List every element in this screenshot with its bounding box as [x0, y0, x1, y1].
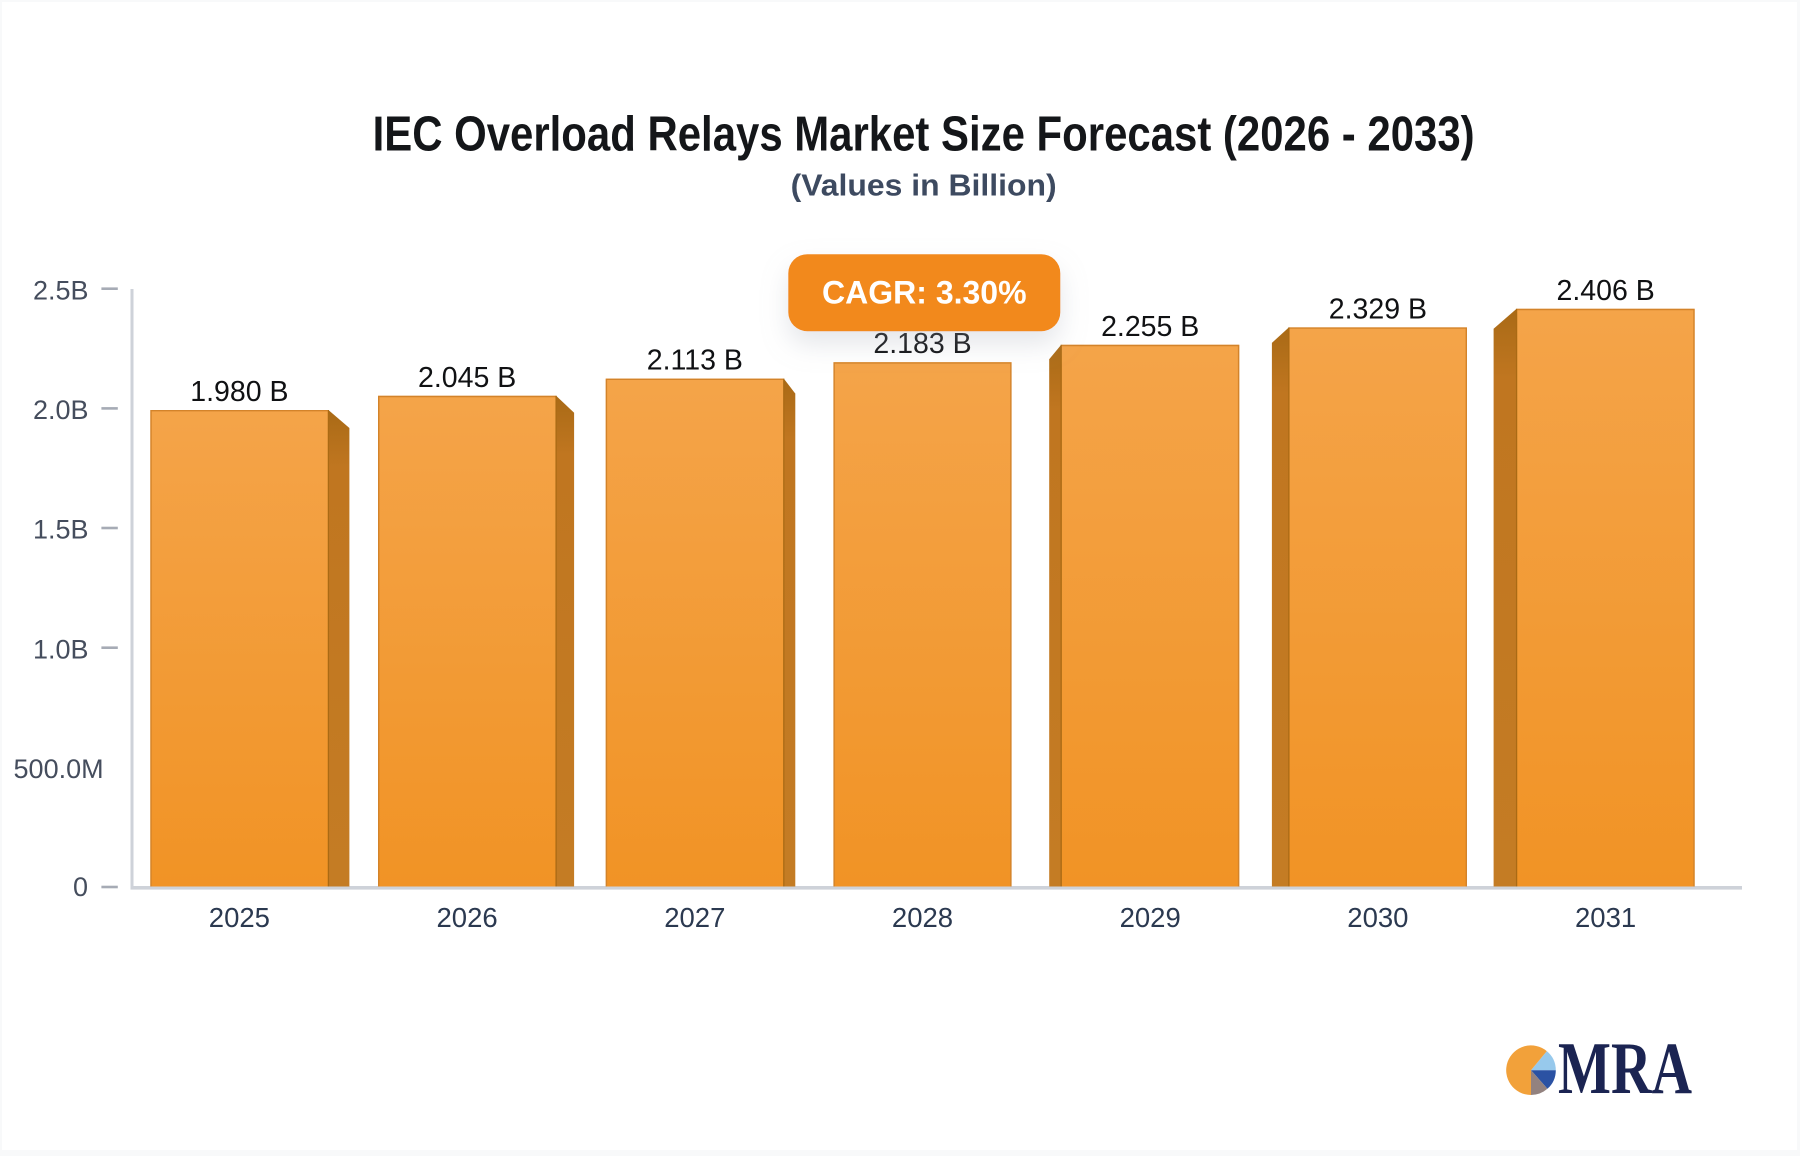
svg-text:IEC Overload Relays Market Siz: IEC Overload Relays Market Size Forecast…: [373, 108, 1475, 162]
svg-text:1.5B: 1.5B: [33, 515, 89, 545]
svg-text:2.045 B: 2.045 B: [418, 362, 516, 394]
svg-text:2.406 B: 2.406 B: [1556, 275, 1654, 307]
svg-text:2026: 2026: [437, 902, 498, 933]
svg-text:2.0B: 2.0B: [33, 395, 89, 425]
svg-text:2025: 2025: [209, 902, 270, 933]
svg-text:MRA: MRA: [1558, 1028, 1692, 1110]
svg-text:1.980 B: 1.980 B: [190, 376, 288, 408]
svg-text:2.113 B: 2.113 B: [647, 345, 743, 377]
svg-text:2031: 2031: [1575, 902, 1636, 933]
svg-text:0: 0: [73, 872, 88, 902]
svg-text:1.0B: 1.0B: [33, 634, 89, 664]
svg-text:2028: 2028: [892, 902, 953, 933]
svg-text:CAGR: 3.30%: CAGR: 3.30%: [822, 275, 1027, 311]
svg-text:2.255 B: 2.255 B: [1101, 311, 1199, 343]
svg-text:2.5B: 2.5B: [33, 275, 89, 305]
svg-text:2027: 2027: [664, 902, 725, 933]
svg-text:2.329 B: 2.329 B: [1329, 293, 1427, 325]
svg-text:2029: 2029: [1120, 902, 1181, 933]
svg-text:(Values in Billion): (Values in Billion): [791, 167, 1057, 202]
svg-text:2.183 B: 2.183 B: [873, 328, 971, 360]
svg-text:500.0M: 500.0M: [14, 754, 104, 784]
svg-text:2030: 2030: [1347, 902, 1408, 933]
